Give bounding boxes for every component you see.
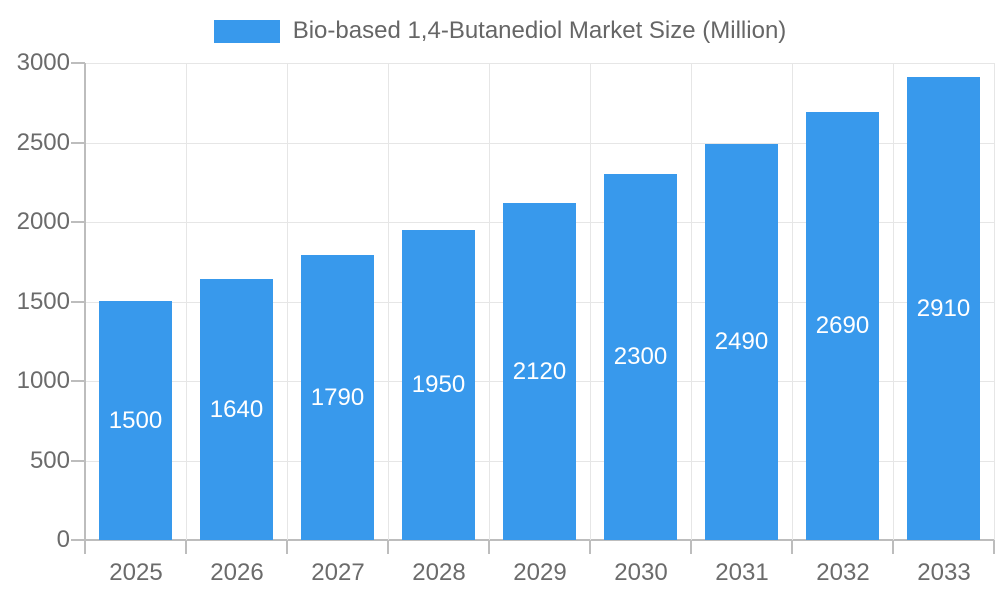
legend-swatch[interactable]: [213, 19, 280, 43]
bar-2030[interactable]: 2300: [604, 174, 677, 540]
bar-2026[interactable]: 1640: [200, 279, 273, 540]
x-tick-label-2031: 2031: [715, 559, 769, 586]
bar-2025[interactable]: 1500: [99, 301, 172, 540]
y-axis-tick: [71, 141, 85, 144]
bar-2029[interactable]: 2120: [503, 203, 576, 540]
v-gridline: [388, 63, 389, 540]
bar-value-label: 2300: [613, 343, 668, 370]
bar-value-label: 2490: [714, 328, 769, 355]
y-axis-tick: [71, 459, 85, 462]
y-axis-tick: [71, 221, 85, 223]
x-tick-label-2025: 2025: [109, 559, 163, 586]
x-tick-label-2029: 2029: [513, 559, 567, 586]
v-gridline: [792, 63, 793, 540]
bar-2032[interactable]: 2690: [806, 112, 879, 540]
v-gridline: [893, 63, 894, 540]
h-gridline: [85, 63, 994, 64]
v-gridline: [186, 63, 187, 540]
x-axis-tick: [589, 540, 591, 554]
x-axis-tick: [488, 540, 490, 554]
x-tick-label-2030: 2030: [614, 559, 668, 586]
v-gridline: [994, 63, 995, 540]
bar-value-label: 2690: [815, 312, 870, 339]
bar-2028[interactable]: 1950: [402, 230, 475, 540]
v-gridline: [287, 63, 288, 540]
v-gridline: [691, 63, 692, 540]
y-tick-label: 1500: [16, 287, 70, 315]
y-axis-tick: [71, 62, 85, 64]
x-axis-tick: [690, 540, 692, 554]
x-axis-tick: [791, 540, 793, 554]
x-tick-label-2033: 2033: [917, 559, 971, 586]
x-tick-label-2032: 2032: [816, 559, 870, 586]
y-axis-line: [84, 63, 86, 554]
bar-value-label: 2120: [512, 357, 567, 385]
x-axis-line: [85, 539, 994, 541]
bar-2033[interactable]: 2910: [907, 77, 980, 540]
bar-value-label: 1790: [310, 383, 365, 411]
y-axis-tick: [71, 300, 85, 303]
y-tick-label: 500: [29, 446, 70, 474]
h-gridline: [85, 142, 994, 144]
y-axis-tick: [71, 539, 85, 541]
v-gridline: [590, 63, 591, 540]
y-tick-label: 2500: [16, 128, 70, 156]
bar-2027[interactable]: 1790: [301, 255, 374, 540]
x-tick-label-2028: 2028: [412, 559, 466, 586]
v-gridline: [489, 63, 490, 540]
legend[interactable]: Bio-based 1,4-Butanediol Market Size (Mi…: [0, 17, 1000, 45]
bar-value-label: 1950: [411, 371, 466, 398]
x-tick-label-2026: 2026: [210, 559, 264, 586]
y-tick-label: 1000: [16, 367, 70, 394]
x-axis-tick: [387, 540, 389, 554]
bar-2031[interactable]: 2490: [705, 144, 778, 540]
x-axis-tick: [892, 540, 894, 554]
y-axis-tick: [71, 380, 85, 382]
x-axis-tick: [286, 540, 288, 554]
x-axis-tick: [993, 540, 995, 554]
bar-value-label: 1640: [209, 395, 264, 423]
legend-label: Bio-based 1,4-Butanediol Market Size (Mi…: [292, 17, 787, 44]
bar-value-label: 2910: [916, 294, 971, 322]
bar-value-label: 1500: [108, 406, 163, 434]
y-tick-label: 2000: [16, 208, 70, 235]
x-tick-label-2027: 2027: [311, 559, 365, 586]
y-tick-label: 3000: [16, 49, 70, 76]
x-axis-tick: [185, 540, 187, 554]
y-tick-label: 0: [56, 526, 70, 553]
